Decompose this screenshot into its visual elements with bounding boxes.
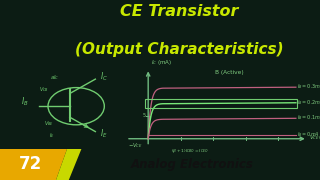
Text: $V_{BE}$: $V_{BE}$ [44, 119, 54, 128]
Text: B (Active): B (Active) [215, 70, 244, 75]
Text: Analog Electronics: Analog Electronics [131, 158, 253, 171]
Polygon shape [56, 148, 82, 180]
Text: 72: 72 [19, 155, 42, 173]
Text: $V_{CE}$(V): $V_{CE}$(V) [309, 133, 320, 142]
Text: $I_C$ (mA): $I_C$ (mA) [151, 58, 172, 67]
Text: $I_E$: $I_E$ [49, 131, 55, 140]
Text: $V_{CB}$: $V_{CB}$ [39, 85, 49, 94]
Text: (Output Characteristics): (Output Characteristics) [75, 42, 284, 57]
Text: $I_B = 0.3mA$: $I_B = 0.3mA$ [297, 82, 320, 91]
Text: CE Transistor: CE Transistor [120, 4, 238, 19]
Text: $a I_C$: $a I_C$ [50, 73, 59, 82]
Polygon shape [0, 148, 67, 180]
Text: $I_E$: $I_E$ [100, 128, 108, 140]
Text: $I_B = 0.2mA$: $I_B = 0.2mA$ [297, 98, 320, 107]
Text: 5: 5 [142, 113, 145, 118]
Text: $I_B=0mA$: $I_B=0mA$ [297, 130, 320, 139]
Text: $-V_{CE}$: $-V_{CE}$ [127, 141, 142, 150]
Text: $I_B = 0.1mA$: $I_B = 0.1mA$ [297, 113, 320, 122]
Text: $I_B$: $I_B$ [21, 96, 29, 108]
Text: $I_C$: $I_C$ [100, 70, 108, 83]
Text: $(\beta+1)I_{CBO} = I_{CEO}$: $(\beta+1)I_{CBO} = I_{CEO}$ [171, 147, 208, 155]
